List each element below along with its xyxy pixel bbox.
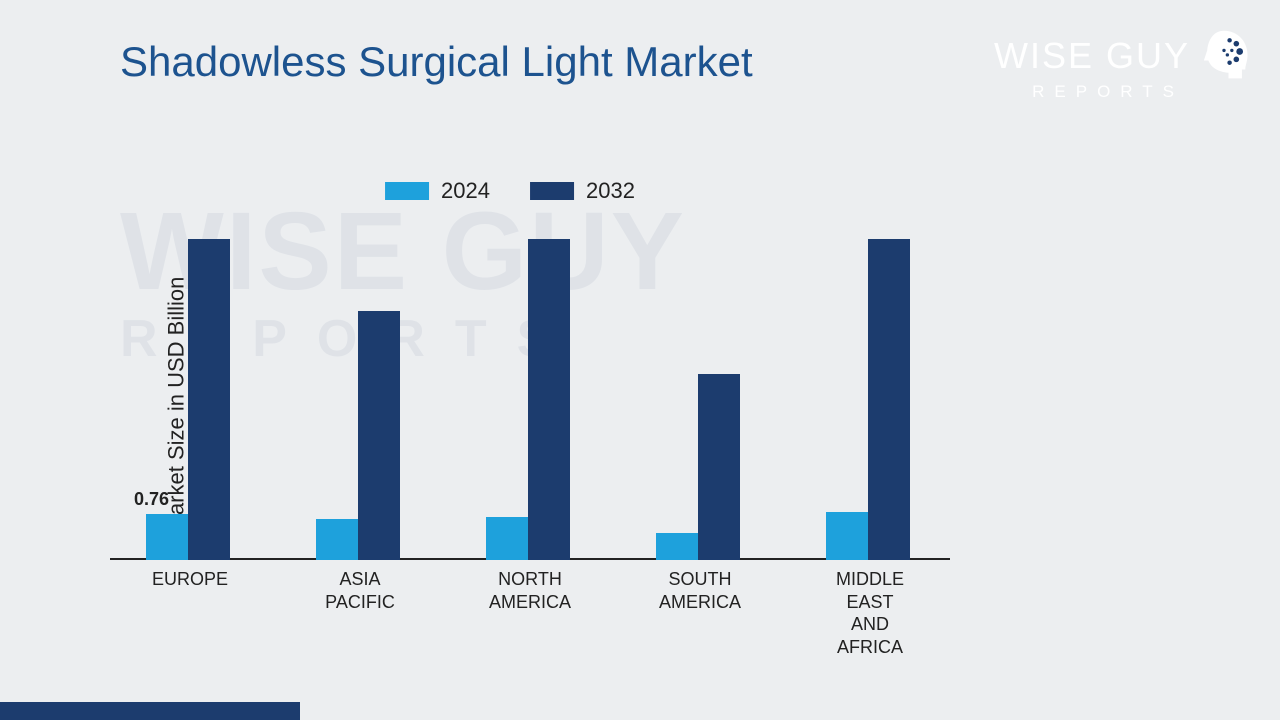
bar-series-2024 bbox=[486, 517, 528, 560]
bar-series-2032 bbox=[358, 311, 400, 560]
chart-area: Market Size in USD Billion 2024 2032 0.7… bbox=[60, 170, 960, 640]
category-label: ASIAPACIFIC bbox=[280, 568, 440, 613]
legend-label-2032: 2032 bbox=[586, 178, 635, 204]
brand-block: WISE GUY REPORTS bbox=[994, 28, 1252, 102]
bar-value-label: 0.76 bbox=[134, 489, 169, 510]
bar-series-2032 bbox=[188, 239, 230, 560]
bar-series-2032 bbox=[868, 239, 910, 560]
bar-series-2024 bbox=[146, 514, 188, 560]
brand-head-icon bbox=[1196, 28, 1252, 84]
legend-item-2024: 2024 bbox=[385, 178, 490, 204]
legend: 2024 2032 bbox=[385, 178, 635, 204]
bar-series-2032 bbox=[698, 374, 740, 560]
bar-series-2024 bbox=[656, 533, 698, 560]
bar-series-2024 bbox=[316, 519, 358, 560]
legend-item-2032: 2032 bbox=[530, 178, 635, 204]
legend-swatch-2024 bbox=[385, 182, 429, 200]
chart-title: Shadowless Surgical Light Market bbox=[120, 38, 753, 86]
plot-region: 0.76EUROPEASIAPACIFICNORTHAMERICASOUTHAM… bbox=[110, 230, 950, 560]
footer-accent-bar bbox=[0, 702, 300, 720]
brand-main-row: WISE GUY bbox=[994, 28, 1252, 84]
legend-label-2024: 2024 bbox=[441, 178, 490, 204]
category-label: NORTHAMERICA bbox=[450, 568, 610, 613]
category-label: EUROPE bbox=[110, 568, 270, 591]
category-label: MIDDLEEASTANDAFRICA bbox=[790, 568, 950, 658]
legend-swatch-2032 bbox=[530, 182, 574, 200]
brand-sub-text: REPORTS bbox=[994, 82, 1252, 102]
category-label: SOUTHAMERICA bbox=[620, 568, 780, 613]
bar-series-2032 bbox=[528, 239, 570, 560]
brand-main-text: WISE GUY bbox=[994, 35, 1190, 77]
infographic-canvas: WISE GUY REPORTS Shadowless Surgical Lig… bbox=[0, 0, 1280, 720]
bar-series-2024 bbox=[826, 512, 868, 560]
